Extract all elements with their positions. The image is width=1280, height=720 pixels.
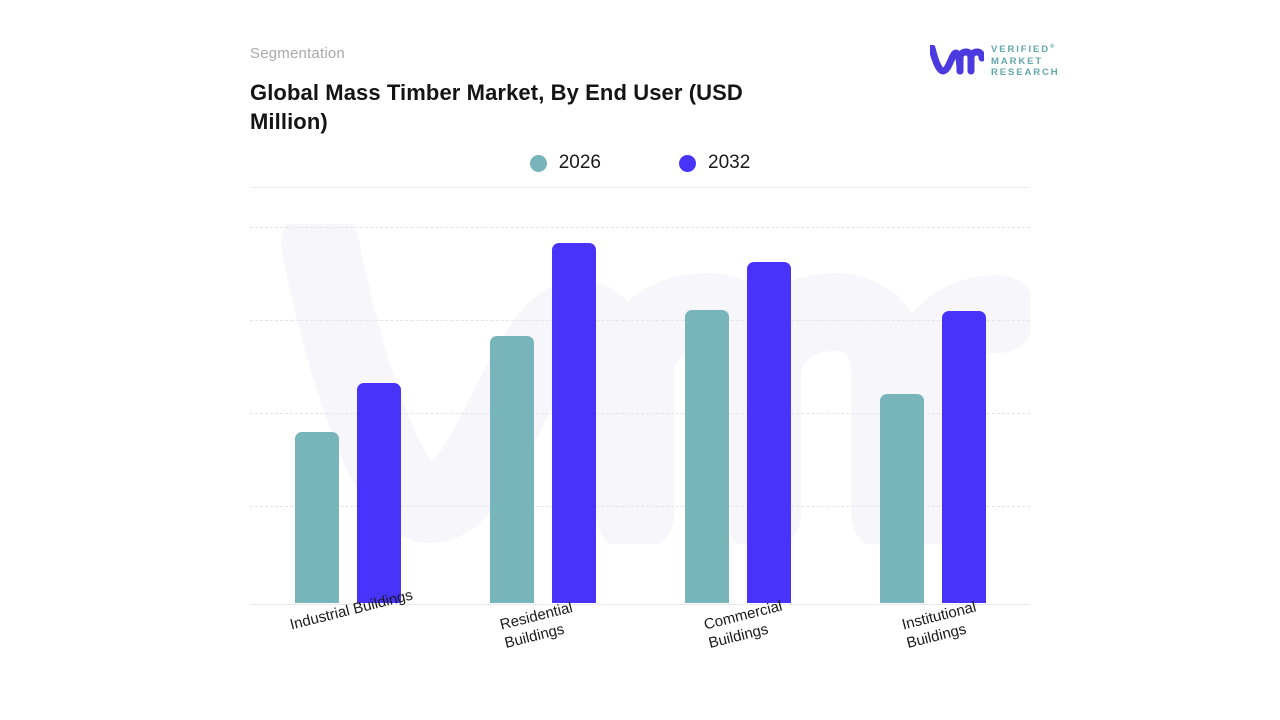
x-axis-labels: Industrial Buildings Residential Building… <box>250 587 1030 708</box>
gridline-3 <box>250 413 1030 414</box>
bars-group <box>250 212 1030 604</box>
header-divider <box>250 187 1030 188</box>
brand-wordmark: VERIFIED MARKET RESEARCH <box>991 41 1060 79</box>
chart-header: Segmentation Global Mass Timber Market, … <box>250 44 1030 136</box>
legend-item-2032[interactable]: 2032 <box>679 152 750 174</box>
gridline-2 <box>250 320 1030 321</box>
bar-2032-1[interactable] <box>551 242 596 603</box>
legend-label-2026: 2026 <box>558 152 601 173</box>
bar-2026-1[interactable] <box>489 335 534 603</box>
bar-2032-2[interactable] <box>746 262 791 603</box>
brand-word-verified: VERIFIED <box>991 42 1060 56</box>
brand-logo: VERIFIED MARKET RESEARCH <box>930 42 1062 78</box>
page-title: Global Mass Timber Market, By End User (… <box>250 80 743 134</box>
bar-2026-0[interactable] <box>294 431 339 603</box>
legend-label-2032: 2032 <box>708 152 751 173</box>
x-axis-label-1: Residential Buildings <box>498 599 575 652</box>
x-axis-line <box>250 604 1030 605</box>
brand-word-market: MARKET <box>991 55 1044 67</box>
legend-swatch-icon-2032 <box>679 154 696 172</box>
vmr-monogram-icon <box>930 45 984 75</box>
brand-word-research: RESEARCH <box>991 67 1060 79</box>
bar-2032-0[interactable] <box>356 383 401 603</box>
gridline-4 <box>250 506 1030 507</box>
chart-legend: 2026 2032 <box>250 148 1030 178</box>
eyebrow-label: Segmentation <box>250 45 345 62</box>
bar-2026-3[interactable] <box>879 393 924 603</box>
x-axis-label-2: Commercial Buildings <box>702 597 784 652</box>
x-axis-label-3: Institutional Buildings <box>900 598 978 652</box>
bar-2026-2[interactable] <box>684 309 729 603</box>
plot-area <box>250 212 1030 605</box>
gridline-1 <box>250 227 1030 228</box>
bar-2032-3[interactable] <box>941 310 986 603</box>
legend-swatch-icon-2026 <box>529 154 547 172</box>
legend-item-2026[interactable]: 2026 <box>529 152 601 174</box>
